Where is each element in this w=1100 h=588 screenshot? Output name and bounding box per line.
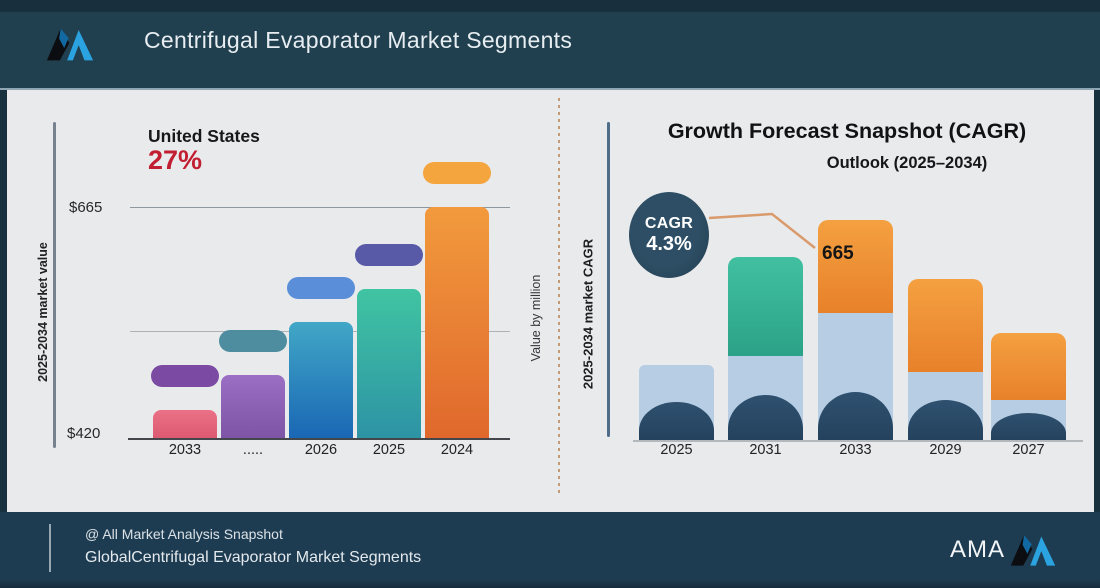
gridline-665 [130,207,510,208]
right-bar-top-2029 [908,279,983,372]
left-x-tick: 2024 [440,442,474,458]
bar-value-annotation: 665 [822,243,854,264]
right-chart-y-axis-line [607,122,610,437]
cagr-badge: CAGR 4.3% [629,192,709,278]
right-x-tick: 2025 [660,442,693,458]
left-bar-2024 [425,207,489,438]
right-bar-dark-2029 [908,400,983,440]
y-tick-665: $665 [69,199,103,216]
right-chart-subtitle: Outlook (2025–2034) [826,154,988,172]
left-chart-y-axis-line [53,122,56,448]
right-x-tick: 2029 [929,442,962,458]
right-bar-dark-2027 [991,413,1066,440]
left-x-tick: 2026 [304,442,338,458]
left-bar-cap-2024 [423,162,491,184]
left-bar-cap-2033 [151,365,219,387]
footer: @ All Market Analysis Snapshot GlobalCen… [0,512,1100,588]
right-bar-top-2027 [991,333,1066,400]
right-bar-top-2031 [728,257,803,356]
left-bar-..... [221,375,285,438]
right-chart-baseline [633,440,1083,442]
y-tick-420: $420 [67,425,101,442]
left-bar-cap-2025 [355,244,423,266]
right-x-tick: 2031 [749,442,782,458]
right-x-tick: 2033 [839,442,872,458]
cagr-badge-label: CAGR [644,214,694,232]
footer-brand-text: AMA [950,536,1006,563]
content-panel: 2025-2034 market value Value by million … [7,90,1094,512]
right-x-tick: 2027 [1012,442,1045,458]
left-chart-y-axis-title: 2025-2034 market value [36,242,50,382]
panel-divider [558,98,560,496]
header: Centrifugal Evaporator Market Segments [0,0,1100,90]
cagr-badge-value: 4.3% [646,232,692,255]
right-bar-dark-2025 [639,402,714,440]
footer-divider-bar [49,524,51,572]
left-bar-2026 [289,322,353,438]
page-title: Centrifugal Evaporator Market Segments [144,27,573,53]
left-bar-2025 [357,289,421,438]
left-x-tick: 2025 [372,442,406,458]
left-x-tick: 2033 [168,442,202,458]
left-bar-2033 [153,410,217,438]
left-bar-cap-..... [219,330,287,352]
right-chart-y-axis-title: 2025-2034 market CAGR [580,238,596,390]
footer-report-title: GlobalCentrifugal Evaporator Market Segm… [85,549,422,566]
right-chart-title: Growth Forecast Snapshot (CAGR) [667,119,1027,143]
left-chart-baseline [128,438,510,440]
right-bar-top-2033 [818,220,893,313]
left-x-tick: ..... [242,442,264,458]
left-bar-cap-2026 [287,277,355,299]
footer-source-line: @ All Market Analysis Snapshot [85,526,283,542]
region-share-value: 27% [148,145,203,175]
ama-logo-icon [46,28,94,61]
left-chart-right-axis-title: Value by million [529,274,543,362]
region-label: United States [148,126,260,146]
ama-logo-icon [1010,535,1056,566]
